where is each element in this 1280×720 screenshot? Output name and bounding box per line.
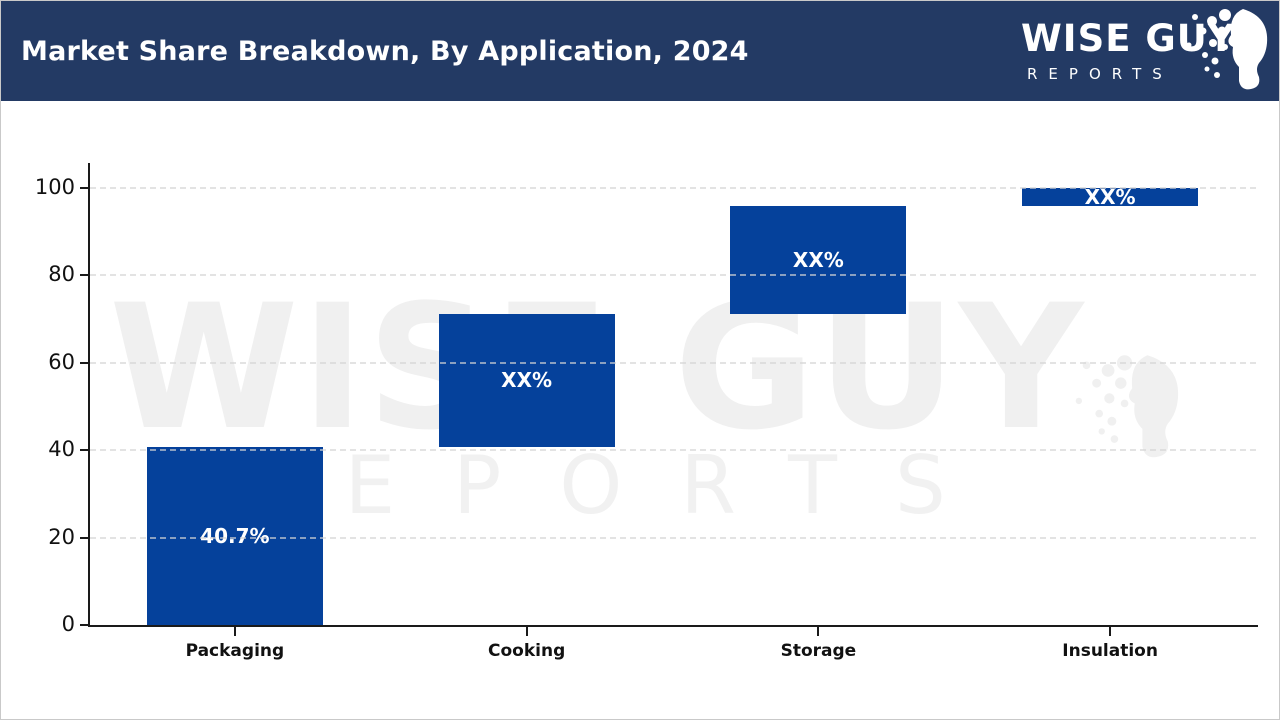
logo-text-secondary: REPORTS xyxy=(1027,65,1173,83)
grid-line xyxy=(90,186,1256,189)
y-tick xyxy=(80,536,89,539)
x-axis-label: Storage xyxy=(780,641,857,661)
wiseguy-logo: WISE GUY REPORTS xyxy=(1019,5,1271,97)
bar-segment: XX% xyxy=(730,205,907,314)
y-tick xyxy=(80,361,89,364)
y-tick-label: 60 xyxy=(48,349,75,374)
y-tick-label: 100 xyxy=(34,174,75,199)
bar-segment: 40.7% xyxy=(146,446,323,625)
x-axis-label: Insulation xyxy=(1062,641,1158,661)
y-tick-label: 0 xyxy=(61,612,75,636)
x-axis-spine xyxy=(88,625,1258,627)
grid-line xyxy=(90,536,1256,539)
bar-label: XX% xyxy=(501,368,553,393)
x-axis-label: Packaging xyxy=(185,641,285,661)
y-tick xyxy=(80,449,89,451)
y-tick xyxy=(80,274,89,276)
head-profile-icon xyxy=(1186,9,1268,90)
y-tick-label: 40 xyxy=(48,437,75,461)
watermark-head-icon xyxy=(1075,355,1179,458)
page-title: Market Share Breakdown, By Application, … xyxy=(21,35,749,67)
y-tick-label: 80 xyxy=(48,262,75,286)
x-tick xyxy=(1109,627,1112,636)
grid-line xyxy=(90,361,1256,364)
bar-label: 40.7% xyxy=(200,523,270,548)
logo-text-primary: WISE GUY xyxy=(1021,17,1236,60)
bar-segment: XX% xyxy=(1022,184,1199,209)
grid-line xyxy=(90,274,1256,276)
bar-label: XX% xyxy=(792,247,844,272)
x-tick xyxy=(233,627,236,636)
y-tick xyxy=(80,186,89,189)
x-axis-label: Cooking xyxy=(488,641,566,661)
watermark-head-graphic xyxy=(863,221,1183,595)
x-tick xyxy=(525,627,528,636)
wiseguy-logo-graphic: WISE GUY REPORTS xyxy=(1021,9,1268,90)
y-axis-spine xyxy=(88,163,90,627)
header-bar: Market Share Breakdown, By Application, … xyxy=(1,1,1279,101)
x-tick xyxy=(817,627,820,636)
y-tick xyxy=(80,624,89,626)
bar-segment: XX% xyxy=(438,313,615,447)
chart-area: WISE GUY REPORTS 40.7% XX% XX% XX% 0 20 40 60 8… xyxy=(1,101,1279,719)
watermark-text-secondary: REPORTS xyxy=(231,439,1004,532)
y-tick-label: 20 xyxy=(48,524,75,549)
grid-line xyxy=(90,449,1256,451)
bar-label: XX% xyxy=(1084,184,1136,209)
